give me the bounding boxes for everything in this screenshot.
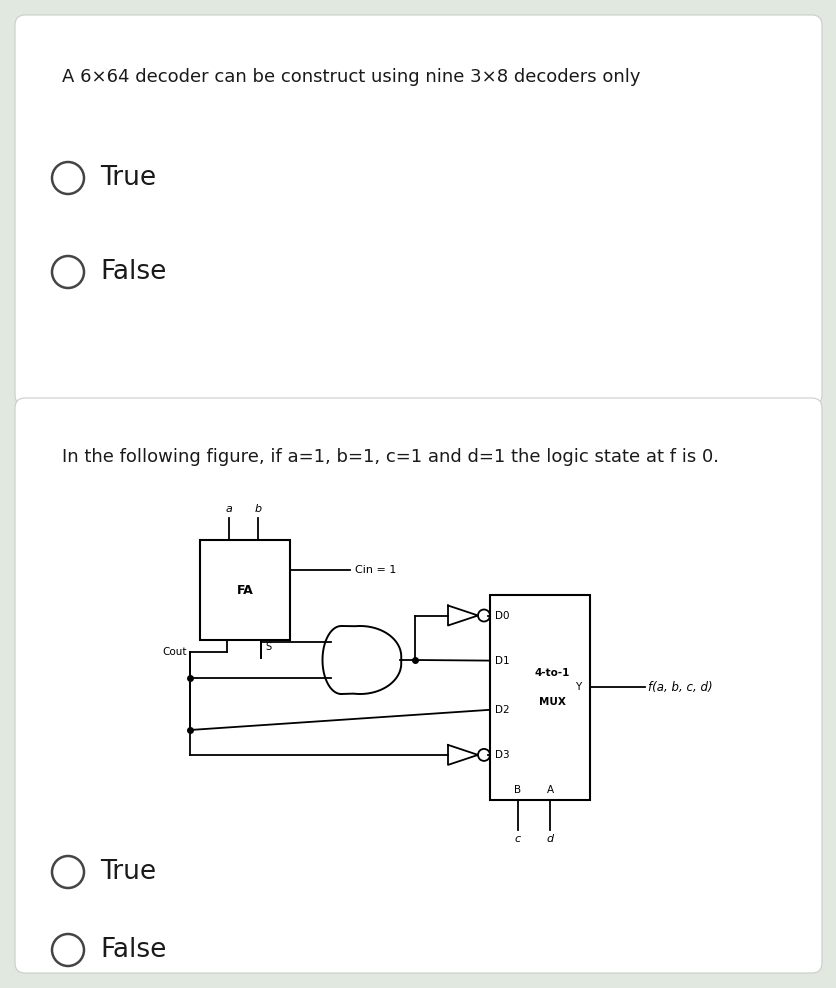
Text: d: d [546,834,553,844]
Polygon shape [447,745,477,765]
Text: D0: D0 [494,611,509,620]
Text: True: True [99,859,156,885]
Text: S: S [265,642,271,652]
Text: A: A [546,785,553,795]
Text: B: B [514,785,521,795]
Text: False: False [99,937,166,963]
Text: a: a [225,504,232,514]
Text: MUX: MUX [538,697,565,706]
Text: True: True [99,165,156,191]
Text: c: c [514,834,521,844]
FancyBboxPatch shape [15,15,821,405]
Text: D1: D1 [494,656,509,666]
Text: D2: D2 [494,704,509,714]
Bar [489,595,589,800]
Bar [200,540,289,640]
Polygon shape [322,626,400,694]
Text: 4-to-1: 4-to-1 [533,668,569,678]
Text: Cout: Cout [162,647,186,657]
Text: FA: FA [237,584,253,597]
Text: Y: Y [574,683,580,693]
FancyBboxPatch shape [15,398,821,973]
Polygon shape [447,606,477,625]
Text: False: False [99,259,166,285]
Text: A 6×64 decoder can be construct using nine 3×8 decoders only: A 6×64 decoder can be construct using ni… [62,68,640,86]
Text: In the following figure, if a=1, b=1, c=1 and d=1 the logic state at f is 0.: In the following figure, if a=1, b=1, c=… [62,448,718,466]
Text: Cin = 1: Cin = 1 [354,565,396,575]
Text: f(a, b, c, d): f(a, b, c, d) [647,681,711,694]
Text: D3: D3 [494,750,509,760]
Text: b: b [255,504,262,514]
